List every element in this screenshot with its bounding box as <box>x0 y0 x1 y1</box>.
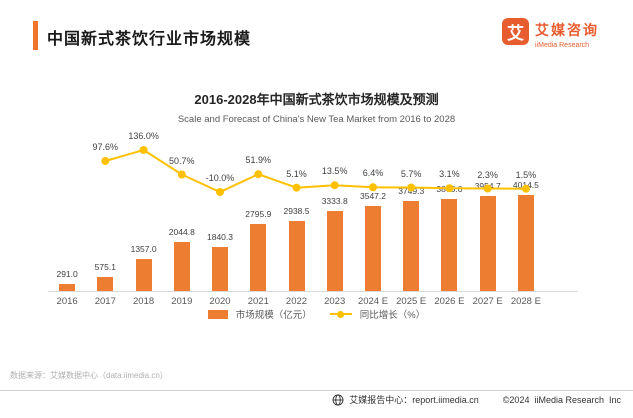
bar-2028E <box>517 195 534 291</box>
growth-point-2024E <box>369 183 377 192</box>
growth-line-series <box>101 146 530 196</box>
growth-label-2027E: 2.3% <box>477 169 498 180</box>
bar-2026E <box>441 198 458 291</box>
growth-point-2023 <box>330 181 339 190</box>
x-tick-2023: 2023 <box>324 296 346 307</box>
x-tick-2020: 2020 <box>209 296 231 307</box>
growth-point-2022 <box>292 183 301 192</box>
x-tick-2028E: 2028 E <box>510 296 541 307</box>
x-tick-2022: 2022 <box>285 296 308 307</box>
bar-2020 <box>212 247 228 291</box>
x-tick-2019: 2019 <box>171 296 193 307</box>
bar-2025E <box>403 201 420 291</box>
bar-value-2020: 1840.3 <box>207 232 233 242</box>
footer: 艾媒报告中心：report.iimedia.cn ©2024 iiMedia R… <box>332 393 621 406</box>
brand-logo-text: 艾媒咨询 iiMedia Research <box>535 18 599 49</box>
chart-title: 2016-2028年中国新式茶饮市场规模及预测 <box>194 92 439 107</box>
bar-2019 <box>173 242 190 291</box>
brand-logo: 艾 艾媒咨询 iiMedia Research <box>502 18 599 49</box>
bar-2018 <box>135 258 152 291</box>
x-axis-line <box>48 291 578 292</box>
bar-value-2023: 3333.8 <box>321 196 348 207</box>
brand-logo-char: 艾 <box>507 24 524 43</box>
page-title: 中国新式茶饮行业市场规模 <box>47 31 252 48</box>
x-tick-2017: 2017 <box>94 296 116 307</box>
bar-value-2022: 2938.5 <box>283 205 310 216</box>
chart-legend: 市场规模（亿元） 同比增长（%） <box>0 307 633 321</box>
bar-value-2024E: 3547.2 <box>360 191 386 202</box>
report-center-text: 艾媒报告中心：report.iimedia.cn <box>349 395 479 405</box>
growth-label-2022: 5.1% <box>286 168 307 179</box>
growth-label-2020: -10.0% <box>205 173 235 183</box>
footer-divider <box>0 390 633 391</box>
bar-2023 <box>326 211 343 291</box>
growth-point-2019 <box>177 170 186 179</box>
growth-label-2021: 51.9% <box>245 155 272 166</box>
x-tick-2018: 2018 <box>133 296 155 307</box>
growth-point-2026E <box>445 184 454 193</box>
growth-label-2025E: 5.7% <box>400 168 422 179</box>
x-tick-2026E: 2026 E <box>434 296 465 307</box>
brand-name-en: iiMedia Research <box>535 42 590 49</box>
copyright-text: ©2024 iiMedia Research Inc <box>502 394 621 405</box>
x-tick-2016: 2016 <box>56 296 78 307</box>
chart-header: 2016-2028年中国新式茶饮市场规模及预测 Scale and Foreca… <box>0 89 633 125</box>
bar-2022 <box>288 220 305 291</box>
legend-line-label: 同比增长（%） <box>359 310 426 321</box>
growth-point-2028E <box>521 184 530 193</box>
globe-icon <box>332 394 344 405</box>
legend-bar-swatch <box>207 309 228 319</box>
chart-subtitle: Scale and Forecast of China's New Tea Ma… <box>177 114 456 125</box>
growth-label-2019: 50.7% <box>169 155 195 166</box>
bar-2016 <box>59 284 76 291</box>
growth-point-2021 <box>254 170 263 179</box>
growth-label-2018: 136.0% <box>128 131 159 141</box>
bar-value-2018: 1357.0 <box>130 243 157 254</box>
brand-name-cn: 艾媒咨询 <box>535 22 599 38</box>
x-tick-2021: 2021 <box>247 296 269 307</box>
x-tick-2025E: 2025 E <box>396 296 427 307</box>
bar-2027E <box>479 196 496 291</box>
x-tick-2027E: 2027 E <box>472 296 503 307</box>
x-tick-2024E: 2024 E <box>357 296 389 307</box>
growth-label-2017: 97.6% <box>92 142 119 152</box>
bar-value-2019: 2044.8 <box>168 227 195 238</box>
data-source-note: 数据来源：艾媒数据中心（data.iimedia.cn） <box>10 371 168 380</box>
growth-line <box>105 148 526 194</box>
growth-label-2026E: 3.1% <box>439 169 460 180</box>
growth-point-2027E <box>483 184 492 193</box>
growth-point-2017 <box>101 157 110 165</box>
bar-value-2021: 2795.9 <box>245 209 272 220</box>
growth-point-2018 <box>139 146 148 154</box>
legend-line-swatch <box>329 310 352 318</box>
bar-2017 <box>97 277 114 291</box>
growth-label-2024E: 6.4% <box>362 168 384 179</box>
legend-bar-label: 市场规模（亿元） <box>235 310 312 321</box>
chart-plot-area: 291.0 2016 575.1 2017 1357.0 2018 2044.8 2019 18… <box>48 131 580 310</box>
growth-label-2028E: 1.5% <box>515 169 537 180</box>
title-accent-bar <box>33 21 38 50</box>
bar-value-2016: 291.0 <box>56 269 78 279</box>
bar-2024E <box>365 206 381 291</box>
bar-2021 <box>250 224 267 291</box>
growth-point-2020 <box>216 188 224 196</box>
bar-value-2017: 575.1 <box>94 262 116 273</box>
growth-label-2023: 13.5% <box>321 166 348 177</box>
growth-point-2025E <box>407 183 416 192</box>
legend-line-dot <box>337 310 345 318</box>
brand-logo-icon: 艾 <box>502 18 529 45</box>
